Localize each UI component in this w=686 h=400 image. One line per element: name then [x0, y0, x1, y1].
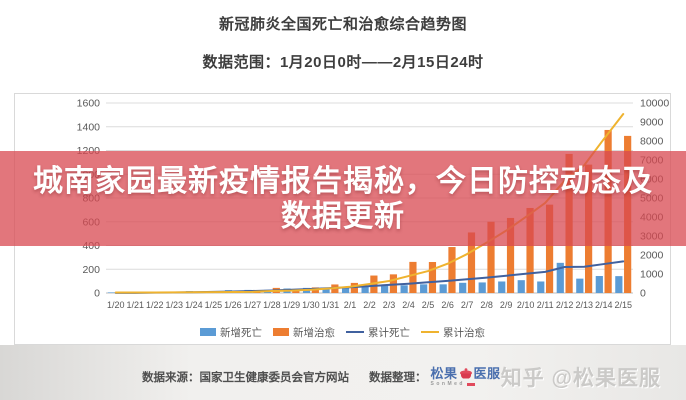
- svg-text:2/13: 2/13: [575, 300, 593, 310]
- svg-text:1/29: 1/29: [283, 300, 301, 310]
- logo-text-left: 松果: [430, 366, 458, 381]
- svg-text:2000: 2000: [640, 250, 664, 262]
- svg-text:1/30: 1/30: [302, 300, 320, 310]
- svg-text:1/23: 1/23: [166, 300, 184, 310]
- cum-deaths-line-icon: [346, 331, 364, 333]
- svg-text:2/4: 2/4: [402, 300, 415, 310]
- svg-text:1/24: 1/24: [185, 300, 203, 310]
- svg-text:2/11: 2/11: [537, 300, 554, 310]
- headline-line2: 数据更新: [281, 199, 405, 233]
- headline-line1: 城南家园最新疫情报告揭秘，今日防控动态及: [33, 164, 653, 198]
- svg-text:2/8: 2/8: [480, 300, 493, 310]
- svg-text:1600: 1600: [77, 98, 101, 110]
- svg-text:1/31: 1/31: [322, 300, 340, 310]
- svg-text:2/1: 2/1: [344, 300, 357, 310]
- svg-text:1/21: 1/21: [127, 300, 145, 310]
- svg-text:1400: 1400: [77, 121, 101, 133]
- pinecone-icon: [459, 367, 472, 378]
- svg-text:2/15: 2/15: [614, 300, 632, 310]
- data-source-label: 数据来源：国家卫生健康委员会官方网站: [142, 372, 349, 384]
- data-range-subtitle: 数据范围：1月20日0时——2月15日24时: [202, 54, 484, 71]
- logo-subtext-mark: [466, 383, 475, 386]
- svg-text:10000: 10000: [640, 98, 669, 110]
- songguo-logo: 松果 医服 SonMed: [431, 367, 501, 387]
- logo-text-right: 医服: [473, 366, 501, 381]
- svg-text:1/25: 1/25: [205, 300, 223, 310]
- svg-text:2/10: 2/10: [517, 300, 535, 310]
- svg-text:2/6: 2/6: [441, 300, 454, 310]
- svg-text:8000: 8000: [640, 136, 664, 148]
- footer-bar: 数据来源：国家卫生健康委员会官方网站 数据整理： 松果 医服 SonMed 知乎…: [0, 345, 686, 400]
- svg-text:2/2: 2/2: [363, 300, 376, 310]
- svg-text:2/12: 2/12: [556, 300, 574, 310]
- svg-text:1/26: 1/26: [224, 300, 242, 310]
- svg-text:2/5: 2/5: [422, 300, 435, 310]
- x-axis-labels: 1/20 1/21 1/22 1/23 1/24 1/25 1/26 1/27 1/28 1/29…: [107, 300, 632, 310]
- svg-text:1/27: 1/27: [244, 300, 262, 310]
- legend-item-cum-deaths: 累计死亡: [346, 325, 410, 340]
- new-cures-swatch-icon: [273, 328, 289, 336]
- new-deaths-swatch-icon: [200, 328, 216, 336]
- logo-subtext: SonMed: [431, 382, 501, 387]
- svg-text:1/28: 1/28: [263, 300, 281, 310]
- legend-label: 新增死亡: [220, 326, 262, 339]
- svg-text:0: 0: [94, 288, 100, 300]
- data-source-row: 数据来源：国家卫生健康委员会官方网站 数据整理： 松果 医服 SonMed: [142, 367, 501, 387]
- svg-text:2/7: 2/7: [461, 300, 474, 310]
- svg-text:1/20: 1/20: [107, 300, 125, 310]
- svg-text:200: 200: [82, 264, 100, 276]
- svg-text:9000: 9000: [640, 117, 664, 129]
- svg-text:2/3: 2/3: [383, 300, 396, 310]
- svg-text:0: 0: [640, 288, 646, 300]
- data-compile-label: 数据整理：: [369, 372, 427, 384]
- cum-cures-line-icon: [421, 331, 439, 333]
- svg-text:1/22: 1/22: [146, 300, 164, 310]
- legend-item-new-deaths: 新增死亡: [200, 325, 262, 340]
- legend-item-cum-cures: 累计治愈: [421, 325, 485, 340]
- legend-label: 新增治愈: [293, 326, 335, 339]
- svg-text:2/9: 2/9: [500, 300, 513, 310]
- svg-text:2/14: 2/14: [595, 300, 613, 310]
- svg-text:1000: 1000: [640, 269, 664, 281]
- logo-subtext-text: SonMed: [430, 381, 465, 387]
- zhihu-watermark: 知乎 @松果医服: [500, 367, 661, 390]
- chart-legend: 新增死亡 新增治愈 累计死亡 累计治愈: [15, 324, 670, 340]
- legend-label: 累计死亡: [368, 326, 410, 339]
- legend-label: 累计治愈: [443, 326, 485, 339]
- headline-overlay-banner: 城南家园最新疫情报告揭秘，今日防控动态及 数据更新: [0, 151, 686, 246]
- page-title: 新冠肺炎全国死亡和治愈综合趋势图: [218, 16, 467, 33]
- legend-item-new-cures: 新增治愈: [273, 325, 335, 340]
